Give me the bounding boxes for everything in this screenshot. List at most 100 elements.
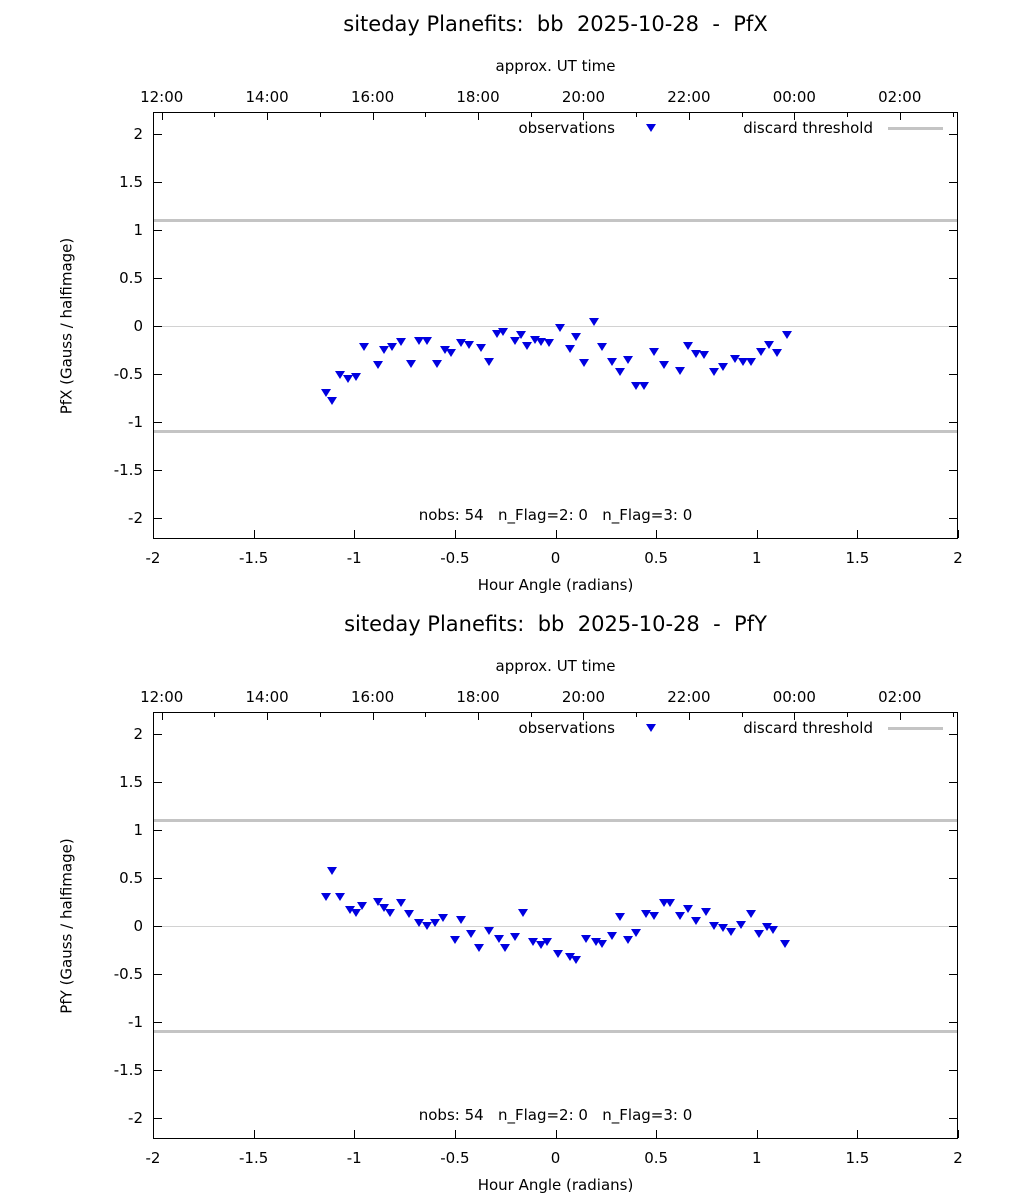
y-tick-left — [154, 1022, 162, 1023]
ut-tick — [372, 113, 374, 120]
ut-tick — [267, 713, 269, 720]
x-tick — [153, 1130, 154, 1138]
observation-point — [745, 358, 756, 367]
observation-point — [622, 355, 633, 364]
y-tick-right — [949, 326, 957, 327]
observation-point — [665, 898, 676, 907]
y-tick-right — [949, 182, 957, 183]
legend-discard-threshold-label: discard threshold — [743, 119, 873, 137]
observation-point — [588, 318, 599, 327]
ut-tick-label: 00:00 — [772, 88, 816, 106]
ut-tick — [952, 713, 954, 717]
legend-observations-label: observations — [518, 719, 615, 737]
ut-tick-label: 16:00 — [350, 88, 395, 106]
y-tick-label: 1.5 — [119, 173, 143, 191]
x-tick — [454, 530, 456, 538]
observation-point — [379, 346, 390, 354]
observation-point — [641, 909, 652, 918]
observation-point — [516, 330, 527, 339]
ut-tick — [794, 113, 796, 120]
y-tick-left — [154, 830, 162, 831]
discard-threshold-line — [154, 218, 957, 222]
chart-title: siteday Planefits: bb 2025-10-28 - PfX — [343, 12, 768, 36]
chart-title: siteday Planefits: bb 2025-10-28 - PfY — [344, 612, 767, 636]
y-tick-label: -0.5 — [113, 965, 143, 983]
ut-tick-label: 22:00 — [667, 88, 711, 106]
observation-point — [484, 926, 495, 935]
x-tick-label: -1 — [346, 549, 362, 567]
observation-point — [717, 363, 728, 372]
y-tick-left — [154, 926, 162, 927]
observation-point — [536, 941, 547, 950]
ut-time-axis-title: approx. UT time — [495, 57, 616, 75]
observation-point — [622, 936, 633, 945]
x-tick-label: -1.5 — [238, 1149, 269, 1167]
observation-point — [691, 349, 702, 358]
observation-point — [327, 867, 338, 876]
y-tick-left — [154, 518, 162, 519]
y-tick-right — [949, 1070, 957, 1071]
observation-point — [614, 368, 625, 377]
observation-point — [755, 347, 766, 356]
observation-point — [522, 342, 533, 351]
ut-tick-label: 12:00 — [140, 688, 184, 706]
ut-tick — [636, 713, 638, 717]
ut-tick-label: 14:00 — [245, 688, 289, 706]
observation-point — [709, 922, 720, 930]
y-tick-label: -1 — [128, 1013, 143, 1031]
y-tick-right — [949, 782, 957, 783]
triangle-down-icon — [646, 124, 656, 132]
y-tick-left — [154, 782, 162, 783]
plot-border — [153, 712, 958, 1139]
ut-tick-label: 00:00 — [772, 688, 816, 706]
observation-point — [701, 907, 712, 916]
y-tick-right — [949, 878, 957, 879]
x-tick — [756, 530, 758, 538]
observation-point — [321, 389, 332, 398]
observation-point — [439, 346, 450, 354]
observation-point — [327, 396, 338, 405]
observation-point — [745, 910, 756, 919]
observation-point — [737, 358, 748, 367]
ut-tick-label: 02:00 — [878, 688, 922, 706]
x-tick-label: -1.5 — [238, 549, 269, 567]
observation-point — [570, 955, 581, 964]
y-tick-right — [949, 422, 957, 423]
observation-point — [510, 932, 521, 941]
observation-point — [465, 929, 476, 938]
observation-point — [385, 908, 396, 917]
observation-point — [683, 342, 694, 351]
observation-point — [445, 348, 456, 357]
x-tick-label: 1.5 — [845, 549, 870, 567]
observation-point — [606, 931, 617, 940]
observation-point — [387, 343, 398, 352]
observation-point — [379, 903, 390, 912]
y-tick-right — [949, 734, 957, 735]
ut-tick — [161, 713, 163, 720]
legend-observations-label: observations — [518, 119, 615, 137]
observation-point — [431, 360, 442, 369]
ut-tick-label: 18:00 — [456, 688, 500, 706]
discard-threshold-line — [154, 430, 957, 434]
x-tick — [857, 530, 859, 538]
observation-point — [335, 893, 346, 902]
observation-point — [639, 382, 650, 391]
observation-point — [631, 381, 641, 390]
observation-point — [421, 922, 432, 930]
observation-point — [357, 901, 368, 910]
x-tick-label: -0.5 — [440, 549, 470, 567]
legend-discard-threshold-label: discard threshold — [743, 719, 873, 737]
x-tick — [354, 1130, 356, 1138]
y-tick-left — [154, 422, 162, 423]
ut-tick-label: 22:00 — [667, 688, 711, 706]
y-tick-right — [949, 278, 957, 279]
y-tick-label: 2 — [133, 725, 143, 743]
observation-point — [455, 916, 466, 925]
observation-point — [725, 927, 736, 936]
y-tick-label: -1.5 — [113, 1061, 143, 1079]
observation-point — [528, 938, 539, 947]
ut-tick — [688, 113, 690, 120]
observation-point — [437, 914, 448, 923]
y-tick-right — [949, 926, 957, 927]
ut-tick — [952, 113, 954, 117]
